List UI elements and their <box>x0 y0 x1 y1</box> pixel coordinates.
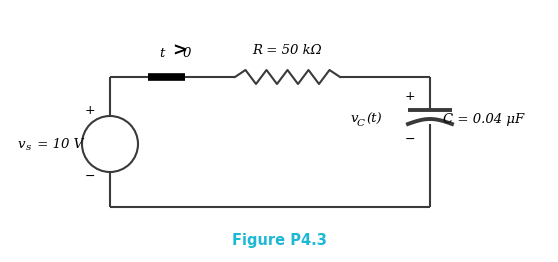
Text: C: C <box>357 118 365 128</box>
Text: t: t <box>160 47 170 60</box>
Text: >: > <box>172 42 187 60</box>
Text: s: s <box>26 144 31 152</box>
Text: 0: 0 <box>183 47 191 60</box>
Text: = 10 V: = 10 V <box>33 138 83 150</box>
Text: (t): (t) <box>366 112 382 125</box>
Text: R = 50 kΩ: R = 50 kΩ <box>252 44 322 57</box>
Text: v: v <box>350 112 358 125</box>
Text: −: − <box>85 170 95 183</box>
Text: C = 0.04 μF: C = 0.04 μF <box>443 112 525 125</box>
Text: +: + <box>85 103 95 117</box>
Text: Figure P4.3: Figure P4.3 <box>232 233 326 248</box>
Text: −: − <box>405 133 415 145</box>
Text: +: + <box>405 90 415 103</box>
Text: v: v <box>18 138 26 150</box>
